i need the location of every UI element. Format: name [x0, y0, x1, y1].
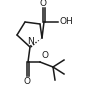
Text: O: O: [23, 76, 30, 86]
Text: O: O: [40, 0, 47, 8]
Text: OH: OH: [59, 18, 73, 26]
Text: N: N: [27, 37, 33, 46]
Text: O: O: [41, 52, 48, 60]
